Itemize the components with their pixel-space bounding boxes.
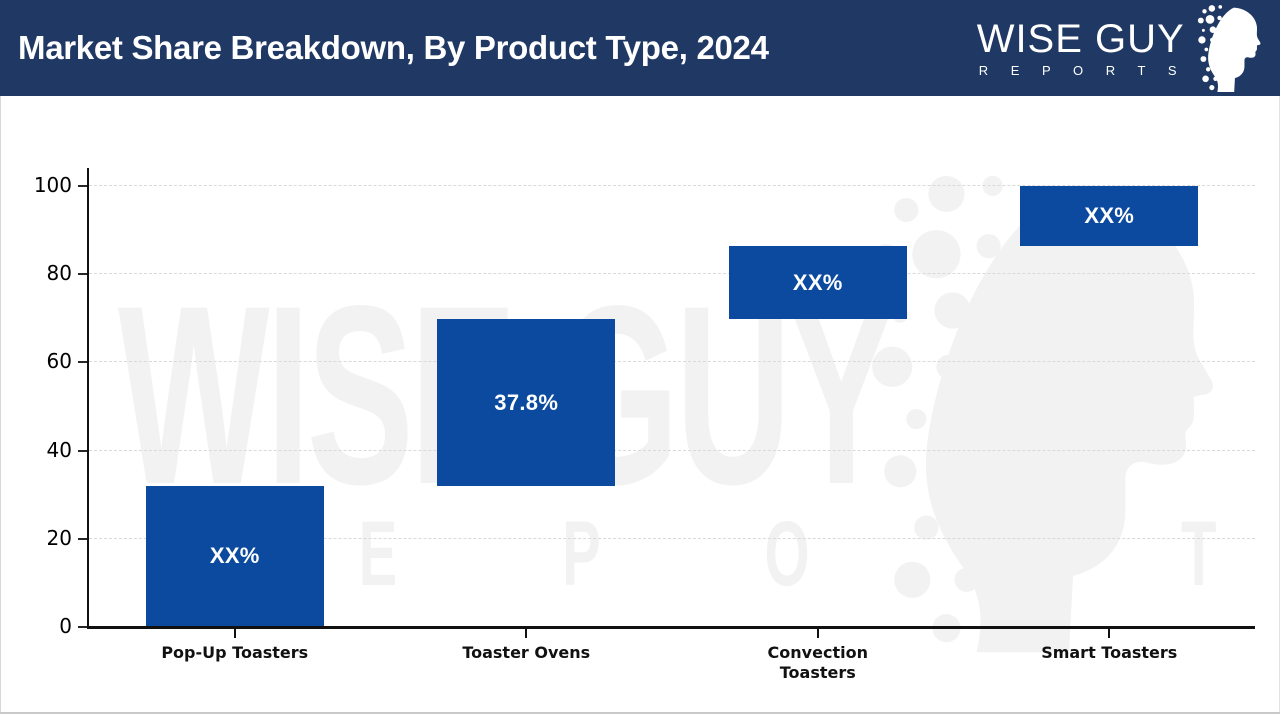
category-label: Convection Toasters bbox=[767, 643, 868, 682]
y-tick-label: 100 bbox=[33, 173, 72, 197]
logo-face-icon bbox=[1190, 4, 1274, 93]
page-left-border bbox=[0, 96, 1, 712]
bar: XX% bbox=[1020, 186, 1199, 247]
page-title: Market Share Breakdown, By Product Type,… bbox=[18, 29, 769, 66]
wise-guy-reports-logo: WISE GUY R E P O R T S bbox=[977, 2, 1274, 94]
x-tick-mark bbox=[1108, 629, 1111, 638]
header-banner: Market Share Breakdown, By Product Type,… bbox=[0, 0, 1280, 96]
y-tick-mark bbox=[78, 185, 89, 187]
logo-wordmark-line2: R E P O R T S bbox=[978, 63, 1186, 78]
y-tick-mark bbox=[78, 449, 89, 452]
x-tick-mark bbox=[233, 629, 236, 638]
y-tick-label: 40 bbox=[46, 437, 72, 462]
logo-wordmark-line1: WISE GUY bbox=[976, 17, 1185, 61]
gridline bbox=[89, 185, 1255, 186]
y-tick-label: 80 bbox=[46, 261, 72, 286]
y-tick-label: 0 bbox=[59, 614, 72, 638]
gridline bbox=[89, 537, 1255, 539]
bar-value-label: XX% bbox=[209, 543, 260, 569]
y-tick-label: 20 bbox=[46, 525, 72, 550]
bar: 37.8% bbox=[437, 319, 616, 486]
waterfall-chart: 0 20 40 60 80 100 XX% Pop-Up Toasters 37.8% Toast… bbox=[0, 96, 1280, 712]
y-axis-spine bbox=[87, 168, 89, 629]
bar: XX% bbox=[145, 485, 324, 627]
bar-value-label: 37.8% bbox=[494, 389, 559, 415]
gridline bbox=[89, 361, 1255, 363]
page-bottom-border bbox=[0, 712, 1280, 714]
bar-value-label: XX% bbox=[792, 269, 843, 295]
y-tick-mark bbox=[78, 361, 89, 364]
bar-value-label: XX% bbox=[1084, 203, 1135, 229]
category-label: Toaster Ovens bbox=[462, 643, 591, 662]
gridline bbox=[89, 273, 1255, 275]
x-tick-mark bbox=[816, 629, 819, 638]
y-tick-mark bbox=[78, 537, 89, 540]
category-label: Pop-Up Toasters bbox=[161, 643, 309, 662]
y-tick-mark bbox=[78, 273, 89, 276]
y-tick-mark bbox=[78, 626, 89, 628]
x-tick-mark bbox=[525, 629, 528, 638]
x-axis-spine bbox=[87, 626, 1255, 629]
gridline bbox=[89, 449, 1255, 451]
y-tick-label: 60 bbox=[46, 349, 72, 374]
bar: XX% bbox=[728, 246, 907, 320]
category-label: Smart Toasters bbox=[1041, 643, 1178, 662]
logo-wordmark: WISE GUY R E P O R T S bbox=[977, 19, 1186, 77]
